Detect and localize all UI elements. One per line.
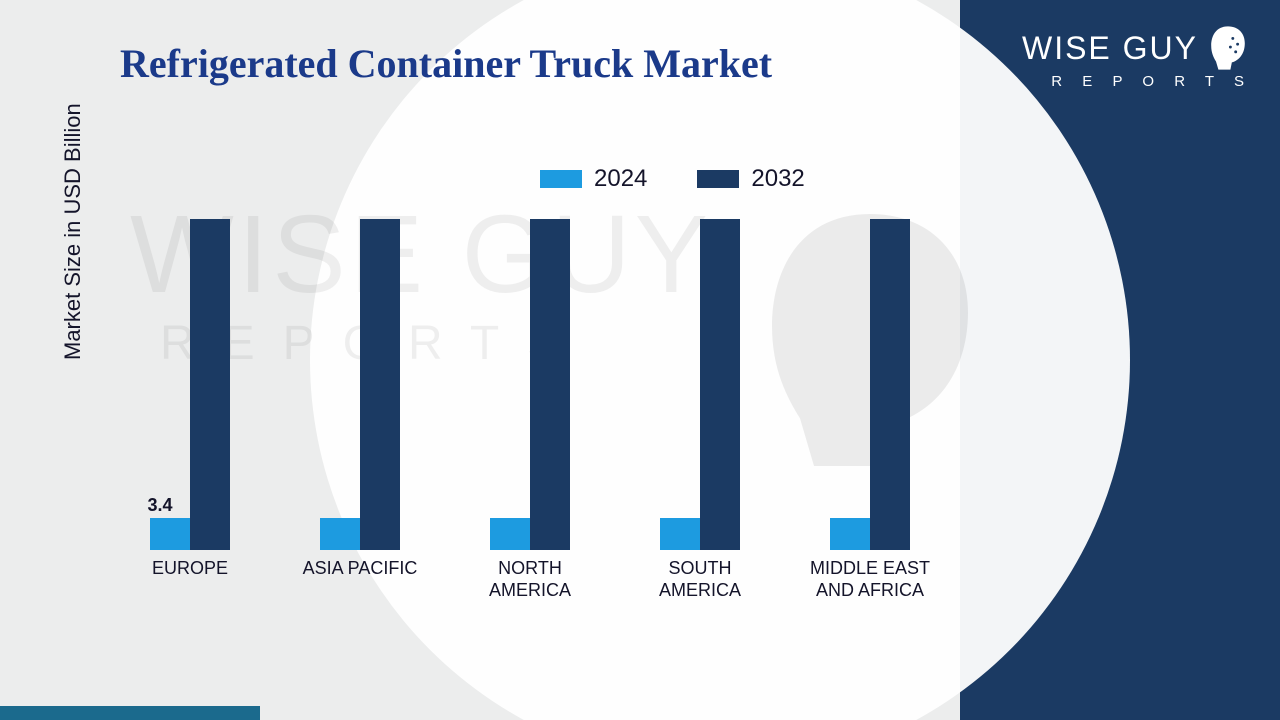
bar-group: NORTH AMERICA — [470, 219, 590, 550]
bar-value-label: 3.4 — [147, 495, 172, 516]
bar — [320, 518, 360, 550]
category-label: NORTH AMERICA — [460, 558, 600, 601]
footer-accent-bar — [0, 706, 260, 720]
legend: 2024 2032 — [540, 165, 805, 193]
category-label: SOUTH AMERICA — [630, 558, 770, 601]
bar — [870, 219, 910, 550]
bar — [700, 219, 740, 550]
bar-group: ASIA PACIFIC — [300, 219, 420, 550]
legend-label: 2024 — [594, 165, 647, 193]
legend-item: 2024 — [540, 165, 647, 193]
bar — [530, 219, 570, 550]
brand-line1: WISE GUY — [1022, 32, 1198, 64]
brand-logo: WISE GUY R E P O R T S — [1022, 24, 1252, 89]
y-axis-label: Market Size in USD Billion — [60, 103, 86, 360]
category-label: MIDDLE EAST AND AFRICA — [800, 558, 940, 601]
legend-swatch — [540, 170, 582, 188]
bar-group: 3.4EUROPE — [130, 219, 250, 550]
chart-canvas: WISE GUY R E P O R T S Refrigerated Cont… — [0, 0, 1280, 720]
bar — [660, 518, 700, 550]
legend-swatch — [697, 170, 739, 188]
bar-group: SOUTH AMERICA — [640, 219, 760, 550]
chart-title: Refrigerated Container Truck Market — [120, 40, 772, 87]
bar — [490, 518, 530, 550]
legend-item: 2032 — [697, 165, 804, 193]
brand-line2: R E P O R T S — [1022, 74, 1252, 89]
bar-group: MIDDLE EAST AND AFRICA — [810, 219, 930, 550]
legend-label: 2032 — [751, 165, 804, 193]
bar: 3.4 — [150, 518, 190, 550]
category-label: EUROPE — [120, 558, 260, 580]
category-label: ASIA PACIFIC — [290, 558, 430, 580]
bar — [360, 219, 400, 550]
bar — [190, 219, 230, 550]
bar — [830, 518, 870, 550]
plot-area: 3.4EUROPE ASIA PACIFIC NORTH AMERICA SOUTH … — [110, 210, 960, 550]
brand-head-icon — [1204, 24, 1252, 72]
